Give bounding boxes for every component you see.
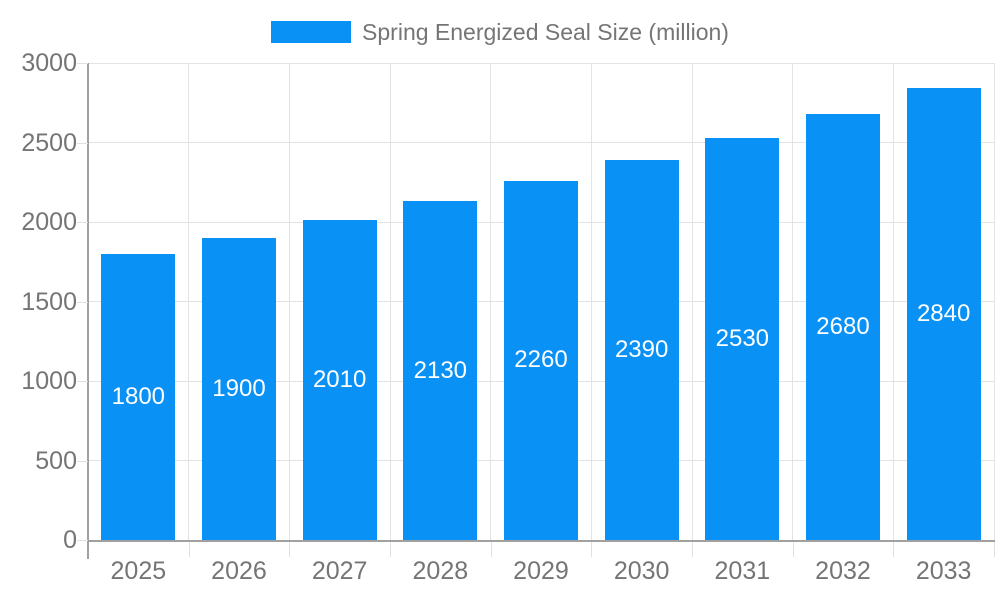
plot-area: 1800 1900 2010 2130 2260 2390 2530 2680 2840 (88, 62, 995, 540)
x-gridline (288, 63, 290, 540)
y-tick-label: 0 (63, 526, 77, 554)
bar-value-label: 2130 (413, 356, 468, 384)
legend-swatch (271, 21, 352, 43)
y-gridline (88, 142, 994, 143)
x-tick-label: 2025 (110, 557, 167, 585)
bar-value-label: 2390 (614, 336, 669, 363)
x-tick-mark (490, 542, 492, 557)
y-tick-label: 3000 (21, 49, 77, 77)
bar[interactable]: 2390 (604, 160, 679, 540)
x-axis-line (87, 540, 995, 542)
x-gridline (792, 63, 794, 540)
bar[interactable]: 2530 (705, 137, 780, 540)
bar[interactable]: 2840 (906, 88, 981, 540)
bar-value-label: 2840 (916, 300, 971, 328)
x-gridline (892, 63, 894, 540)
bar-value-label: 1800 (111, 382, 166, 410)
x-tick-mark (289, 542, 291, 557)
x-tick-label: 2032 (815, 557, 871, 585)
x-tick-mark (87, 542, 89, 559)
x-tick-label: 2026 (211, 557, 267, 585)
bar-value-label: 2680 (816, 312, 870, 340)
y-tick-mark (77, 222, 88, 223)
x-tick-label: 2030 (613, 557, 670, 585)
x-gridline (691, 63, 693, 540)
y-tick-label: 2000 (21, 208, 77, 236)
y-tick-mark (77, 142, 88, 144)
bar-value-label: 2260 (514, 346, 568, 374)
y-tick-mark (77, 63, 88, 64)
x-tick-mark (390, 542, 391, 557)
x-gridline (993, 63, 995, 540)
x-tick-mark (692, 542, 693, 557)
x-tick-mark (893, 542, 895, 557)
y-axis-line (87, 63, 89, 542)
y-tick-mark (77, 460, 88, 462)
x-tick-mark (188, 542, 190, 557)
chart-legend[interactable]: Spring Energized Seal Size (million) (0, 18, 1000, 45)
bar[interactable]: 1900 (202, 237, 276, 540)
y-tick-label: 2500 (21, 128, 77, 157)
x-tick-label: 2033 (915, 557, 972, 585)
x-gridline (389, 63, 391, 540)
y-tick-label: 1500 (21, 287, 77, 316)
bar[interactable]: 2680 (806, 113, 880, 540)
x-tick-label: 2031 (714, 557, 771, 585)
bar[interactable]: 2010 (302, 220, 377, 540)
x-tick-mark (591, 542, 593, 557)
y-tick-mark (77, 540, 88, 541)
x-gridline (590, 63, 592, 540)
bar-value-label: 2530 (715, 324, 770, 352)
y-tick-label: 1000 (21, 367, 77, 395)
x-tick-mark (792, 542, 794, 557)
bar[interactable]: 2260 (504, 180, 578, 540)
legend-label: Spring Energized Seal Size (million) (362, 18, 729, 45)
x-tick-label: 2027 (311, 557, 368, 585)
y-tick-mark (77, 381, 88, 382)
bar-value-label: 2010 (312, 366, 367, 394)
x-tick-label: 2028 (412, 557, 469, 585)
bar-value-label: 1900 (212, 374, 266, 402)
y-tick-label: 500 (35, 446, 77, 475)
x-gridline (188, 63, 190, 540)
x-gridline (490, 63, 492, 540)
y-gridline (88, 62, 994, 64)
x-tick-label: 2029 (513, 557, 569, 585)
bar[interactable]: 1800 (101, 253, 176, 540)
x-tick-mark (994, 542, 995, 557)
bar[interactable]: 2130 (403, 201, 478, 540)
y-tick-mark (77, 301, 88, 303)
